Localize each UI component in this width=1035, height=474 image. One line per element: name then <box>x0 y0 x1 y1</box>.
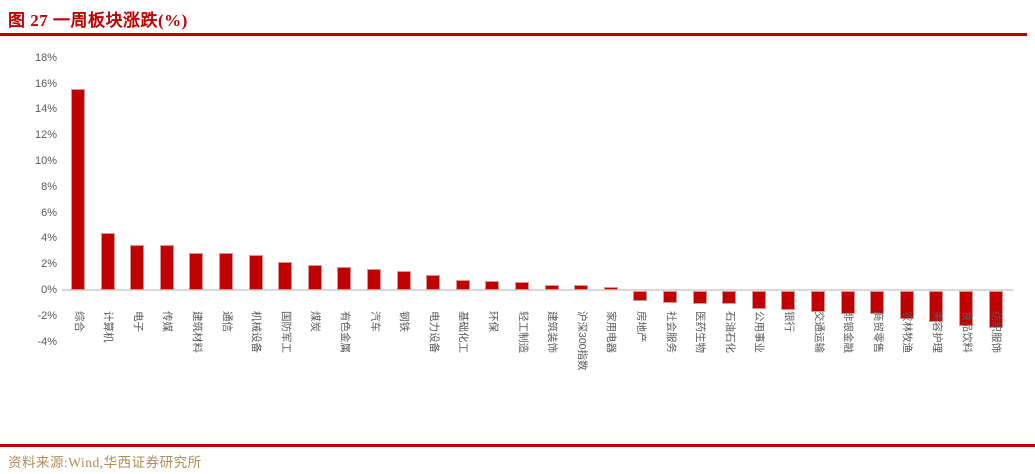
bar-石油石化 <box>722 291 737 304</box>
y-axis-tick-label: 18% <box>34 51 57 64</box>
title-underline <box>0 33 1027 36</box>
x-axis-category-label: 煤炭 <box>309 311 322 332</box>
bar-非银金融 <box>840 291 855 315</box>
y-axis-tick-label: 6% <box>41 206 57 219</box>
bar-医药生物 <box>692 291 707 304</box>
x-axis-category-label: 食品饮料 <box>960 311 973 353</box>
bar-农林牧渔 <box>899 291 914 320</box>
y-axis-tick-label: -4% <box>37 335 57 348</box>
y-axis-tick-label: 14% <box>34 103 57 116</box>
source-note: 资料来源:Wind,华西证券研究所 <box>8 455 202 470</box>
bar-银行 <box>781 291 796 311</box>
y-axis-tick-label: -2% <box>37 309 57 322</box>
x-axis-category-label: 轻工制造 <box>516 311 529 353</box>
x-axis-category-label: 建筑材料 <box>190 311 203 353</box>
bar-建筑材料 <box>189 252 204 290</box>
bar-电子 <box>130 244 145 290</box>
bar-食品饮料 <box>959 291 973 326</box>
bar-汽车 <box>367 269 381 290</box>
x-axis-category-label: 非银金融 <box>842 311 855 353</box>
x-axis-category-label: 机械设备 <box>250 311 263 353</box>
bar-纺织服饰 <box>988 291 1003 329</box>
bar-轻工制造 <box>515 282 529 290</box>
y-axis-tick-label: 4% <box>41 232 57 245</box>
bar-国防军工 <box>278 261 293 290</box>
x-axis-category-label: 纺织服饰 <box>990 311 1003 353</box>
x-axis-category-label: 电子 <box>131 311 144 332</box>
bar-有色金属 <box>337 266 352 290</box>
bar-基础化工 <box>455 279 470 290</box>
bar-美容护理 <box>929 291 944 322</box>
y-axis-tick-label: 12% <box>34 129 57 142</box>
bar-传媒 <box>159 244 174 290</box>
bar-环保 <box>485 280 500 290</box>
x-axis-category-label: 银行 <box>782 311 795 332</box>
bar-社会服务 <box>663 291 677 303</box>
x-axis-category-label: 传媒 <box>161 311 174 332</box>
bar-交通运输 <box>811 291 825 312</box>
bar-房地产 <box>633 291 648 302</box>
y-axis-tick-label: 8% <box>41 180 57 193</box>
bar-家用电器 <box>603 287 618 290</box>
bar-综合 <box>71 88 85 290</box>
x-axis-category-label: 公用事业 <box>753 311 766 353</box>
y-axis-tick-label: 10% <box>34 155 57 167</box>
x-axis-category-label: 沪深300指数 <box>575 311 588 371</box>
footer-rule <box>0 444 1035 447</box>
x-axis-category-label: 美容护理 <box>930 311 943 353</box>
x-axis-category-label: 家用电器 <box>605 311 618 353</box>
x-axis-category-label: 通信 <box>220 311 233 332</box>
x-axis-category-label: 建筑装饰 <box>546 311 559 353</box>
bar-公用事业 <box>751 291 766 310</box>
y-axis-tick-label: 0% <box>41 284 57 296</box>
x-axis-category-label: 计算机 <box>102 311 115 343</box>
sector-weekly-change-bar-chart: 18% 16% 14% 12% 10% 8% 6% 4% 2% 0% -2% -4% 综合 计算机 电子 传媒… <box>0 40 1035 440</box>
bar-沪深300指数 <box>574 284 589 290</box>
bar-通信 <box>219 252 233 290</box>
x-axis-category-label: 钢铁 <box>398 311 411 332</box>
x-axis-category-label: 房地产 <box>634 311 647 343</box>
x-axis-category-label: 医药生物 <box>694 311 707 353</box>
x-axis-category-label: 环保 <box>486 311 499 332</box>
bar-计算机 <box>100 233 115 290</box>
x-axis-category-label: 电力设备 <box>427 311 440 353</box>
bar-煤炭 <box>307 265 322 290</box>
x-axis-category-label: 国防军工 <box>279 311 292 353</box>
bar-机械设备 <box>248 255 263 290</box>
x-axis-category-label: 交通运输 <box>812 311 825 353</box>
bar-电力设备 <box>426 274 441 290</box>
x-axis-category-label: 石油石化 <box>723 311 736 353</box>
x-axis-category-label: 汽车 <box>368 311 381 332</box>
x-axis-category-label: 农林牧渔 <box>901 311 914 353</box>
x-axis-category-label: 基础化工 <box>457 311 470 353</box>
bar-建筑装饰 <box>544 284 559 290</box>
y-axis-tick-label: 2% <box>41 258 57 271</box>
figure-title: 图 27 一周板块涨跌(%) <box>8 11 188 30</box>
zero-baseline <box>62 289 1013 291</box>
x-axis-category-label: 商贸零售 <box>871 311 884 353</box>
x-axis-category-label: 综合 <box>72 311 85 332</box>
y-axis-tick-label: 16% <box>34 77 57 90</box>
bar-钢铁 <box>396 270 411 290</box>
x-axis-category-label: 社会服务 <box>664 311 677 353</box>
bar-商贸零售 <box>870 291 885 315</box>
x-axis-category-label: 有色金属 <box>338 311 351 353</box>
